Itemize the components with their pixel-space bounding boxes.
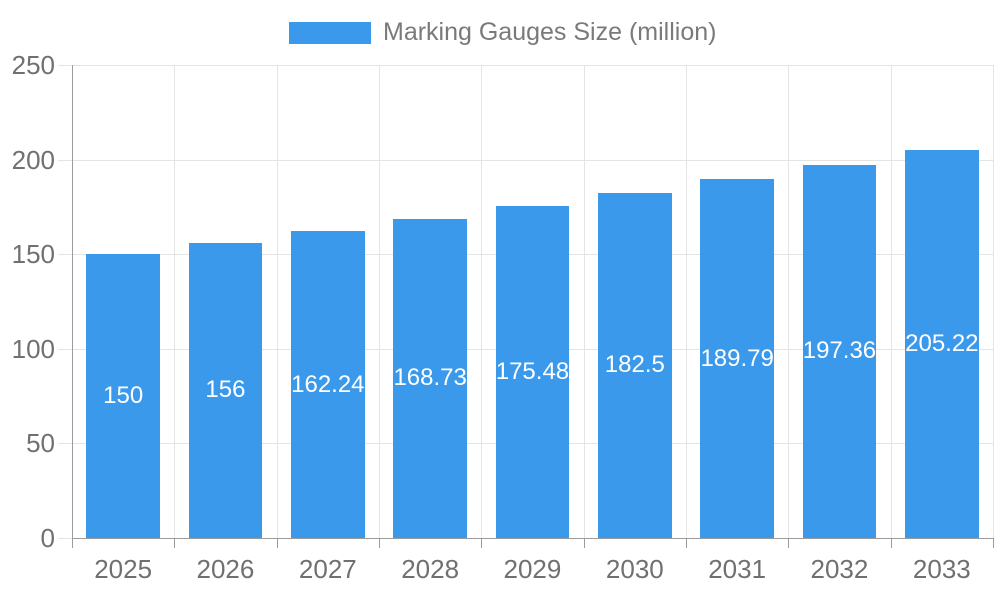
y-gridline [72,160,993,161]
y-axis-label: 250 [11,50,55,80]
legend[interactable]: Marking Gauges Size (million) [289,20,716,45]
x-axis-label: 2027 [298,554,357,584]
y-axis-label: 0 [40,523,55,553]
x-gridline [788,65,789,538]
y-tick [58,254,72,255]
x-tick [72,538,73,548]
x-tick [584,538,585,548]
y-tick [58,538,72,539]
bar-value-label: 175.48 [495,358,570,385]
bar[interactable] [291,231,365,538]
x-axis-label: 2033 [912,554,971,584]
bar[interactable] [905,149,979,538]
x-tick [686,538,687,548]
x-gridline [174,65,175,538]
x-tick [891,538,892,548]
x-axis-label: 2030 [605,554,664,584]
x-tick [277,538,278,548]
bar-value-label: 189.79 [700,344,774,372]
y-axis-label: 200 [11,145,55,175]
y-axis-line [72,65,73,538]
y-tick [58,65,72,66]
x-tick [379,538,380,548]
y-tick [58,349,72,350]
bar[interactable] [802,164,877,538]
x-gridline [584,65,585,538]
bar-value-label: 197.36 [802,337,877,365]
legend-swatch [289,21,371,44]
y-axis-label: 150 [11,239,55,269]
x-tick [788,538,789,548]
bar-value-label: 182.5 [604,351,665,379]
y-axis-label: 100 [11,334,55,364]
x-gridline [277,65,278,538]
bar[interactable] [700,178,774,538]
bar-value-label: 168.73 [393,364,467,392]
x-axis-label: 2031 [708,554,767,584]
bar-value-label: 162.24 [291,370,365,398]
y-tick [58,160,72,161]
x-gridline [481,65,482,538]
y-tick [58,443,72,444]
legend-title: Marking Gauges Size (million) [383,18,717,46]
x-gridline [379,65,380,538]
bar[interactable] [598,192,672,538]
x-axis-label: 2026 [196,554,255,584]
x-gridline [686,65,687,538]
x-axis-label: 2025 [94,554,153,584]
bar[interactable] [495,206,570,538]
bar-value-label: 205.22 [905,329,979,357]
x-axis-line [72,538,993,539]
bar-value-label: 156 [205,376,246,404]
bar[interactable] [86,254,160,538]
x-axis-label: 2028 [401,554,460,584]
x-gridline [993,65,994,538]
x-tick [993,538,994,548]
bar[interactable] [393,218,467,538]
bar-value-label: 150 [103,382,144,410]
x-gridline [891,65,892,538]
x-tick [481,538,482,548]
y-axis-label: 50 [26,428,55,458]
x-tick [174,538,175,548]
bar[interactable] [188,242,263,538]
x-axis-label: 2032 [810,554,869,584]
x-axis-label: 2029 [503,554,562,584]
y-gridline [72,65,993,66]
